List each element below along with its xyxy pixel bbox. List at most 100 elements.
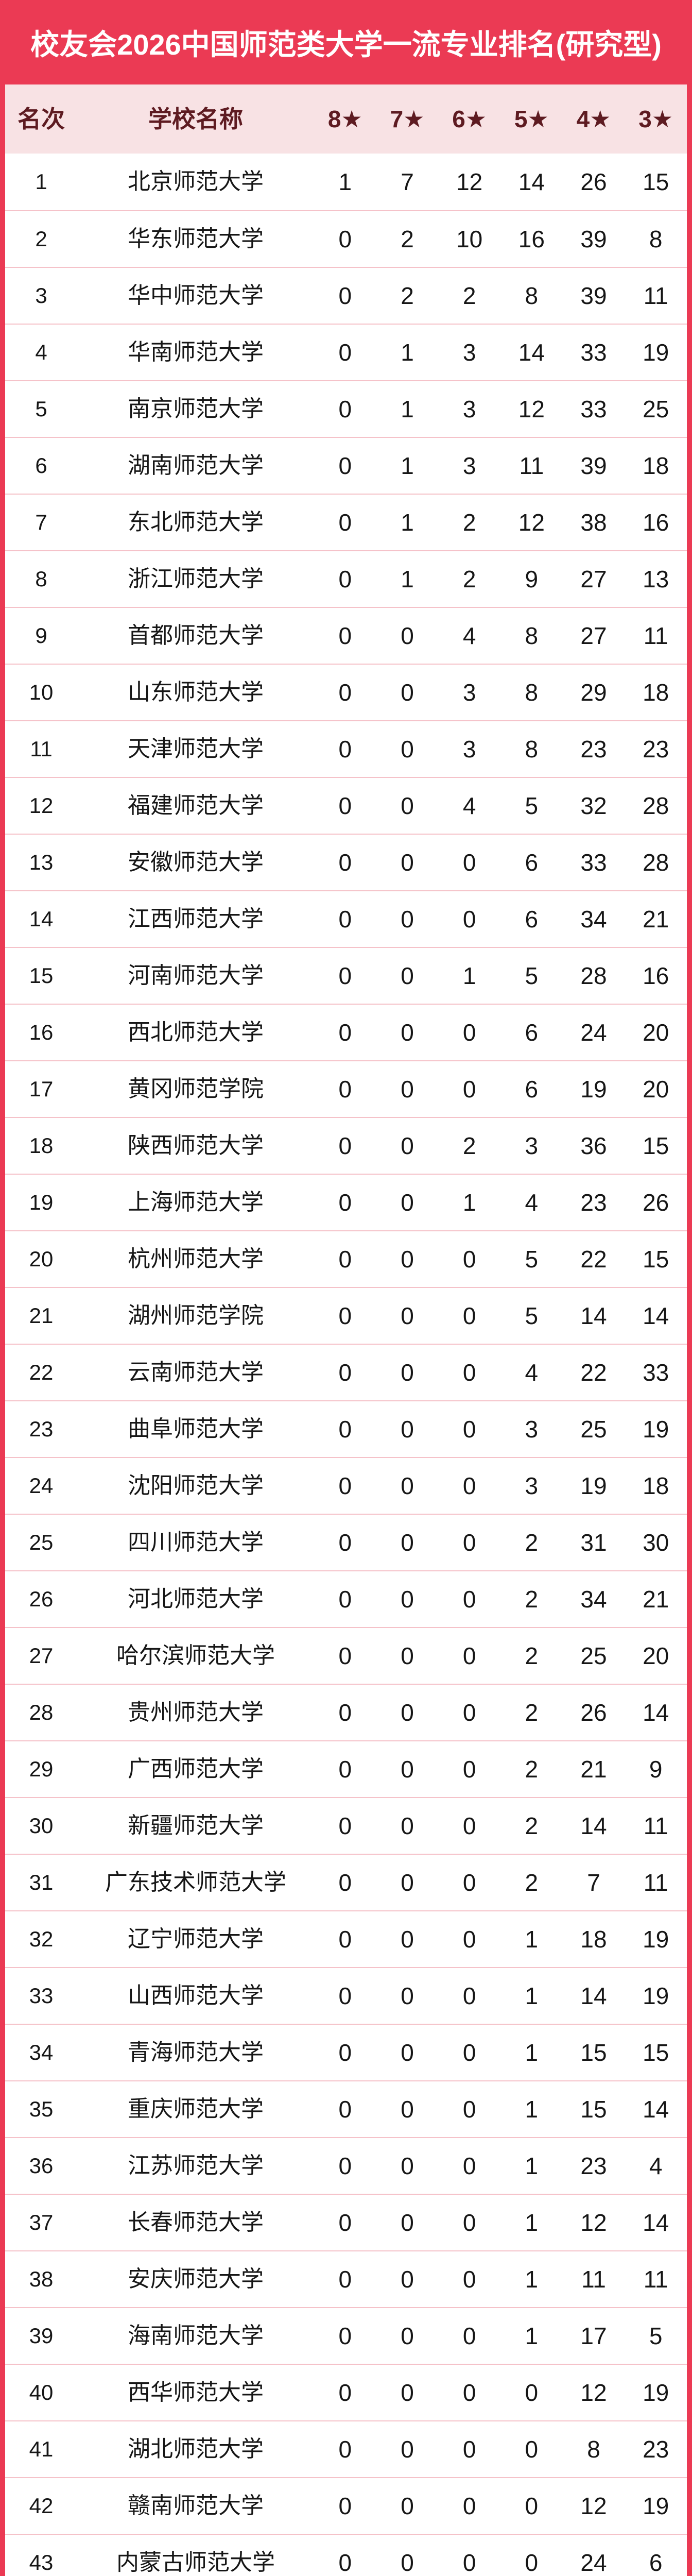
4-star-count-cell: 31 [580,1529,607,1556]
3-star-count-cell: 19 [643,1925,669,1953]
school-name-cell: 安徽师范大学 [128,849,264,875]
6-star-count-cell: 0 [462,1472,476,1499]
table-row: 18 陕西师范大学 0 0 2 3 36 15 [5,1117,687,1174]
table-row: 1 北京师范大学 1 7 12 14 26 15 [5,154,687,210]
school-name-cell: 湖南师范大学 [128,452,264,478]
5-star-count-cell: 3 [525,1472,539,1499]
rank-cell: 17 [29,1076,54,1101]
8-star-count-cell: 0 [338,509,352,536]
3-star-count-cell: 15 [643,2039,669,2066]
rank-cell: 35 [29,2096,54,2121]
5-star-count-cell: 5 [525,792,539,819]
4-star-count-cell: 39 [580,452,607,479]
8-star-count-cell: 0 [338,622,352,649]
school-name-cell: 哈尔滨师范大学 [116,1642,275,1668]
rank-cell: 1 [35,169,47,194]
rank-cell: 41 [29,2436,54,2461]
school-name-cell: 广东技术师范大学 [105,1869,286,1895]
school-name-cell: 华中师范大学 [128,282,264,308]
school-name-cell: 安庆师范大学 [128,2266,264,2292]
5-star-count-cell: 2 [525,1529,539,1556]
7-star-count-cell: 0 [401,1359,414,1386]
6-star-count-cell: 0 [462,1585,476,1613]
6-star-count-cell: 0 [462,1019,476,1046]
school-name-cell: 陕西师范大学 [128,1132,264,1158]
rank-cell: 28 [29,1700,54,1724]
table-row: 11 天津师范大学 0 0 3 8 23 23 [5,720,687,777]
5-star-count-cell: 0 [525,2379,539,2406]
4-star-count-cell: 14 [580,1812,607,1839]
6-star-count-cell: 0 [462,2095,476,2123]
8-star-count-cell: 0 [338,225,352,252]
4-star-count-cell: 34 [580,905,607,933]
8-star-count-cell: 0 [338,735,352,762]
4-star-count-cell: 15 [580,2095,607,2123]
table-row: 43 内蒙古师范大学 0 0 0 0 24 6 [5,2534,687,2576]
4-star-count-cell: 38 [580,509,607,536]
rank-cell: 18 [29,1133,54,1158]
school-name-cell: 首都师范大学 [128,622,264,648]
8-star-count-cell: 0 [338,338,352,366]
table-row: 32 辽宁师范大学 0 0 0 1 18 19 [5,1910,687,1967]
4-star-count-cell: 23 [580,2152,607,2179]
table-row: 35 重庆师范大学 0 0 0 1 15 14 [5,2080,687,2137]
rank-cell: 24 [29,1473,54,1498]
7-star-count-cell: 0 [401,2095,414,2123]
3-star-count-cell: 28 [643,792,669,819]
8-star-count-cell: 0 [338,792,352,819]
7-star-count-cell: 1 [401,509,414,536]
7-star-count-cell: 0 [401,1075,414,1103]
5-star-count-cell: 2 [525,1699,539,1726]
4-star-count-cell: 36 [580,1132,607,1159]
rank-cell: 29 [29,1756,54,1781]
3-star-count-cell: 18 [643,679,669,706]
table-row: 30 新疆师范大学 0 0 0 2 14 11 [5,1797,687,1854]
4-star-count-cell: 23 [580,735,607,762]
7-star-count-cell: 0 [401,2492,414,2519]
3-star-count-cell: 20 [643,1019,669,1046]
rank-cell: 23 [29,1416,54,1441]
table-row: 6 湖南师范大学 0 1 3 11 39 18 [5,437,687,494]
school-name-cell: 杭州师范大学 [128,1246,264,1272]
4-star-count-cell: 12 [580,2492,607,2519]
school-name-cell: 内蒙古师范大学 [116,2549,275,2575]
7-star-count-cell: 0 [401,1755,414,1783]
3-star-count-cell: 14 [643,1699,669,1726]
4-star-count-cell: 14 [580,1982,607,2009]
4-star-count-cell: 33 [580,395,607,422]
school-name-cell: 曲阜师范大学 [128,1416,264,1442]
4-star-count-cell: 19 [580,1472,607,1499]
6-star-count-cell: 1 [462,962,476,989]
4-star-count-cell: 12 [580,2379,607,2406]
5-star-count-cell: 12 [518,395,545,422]
3-star-count-cell: 11 [643,1869,668,1896]
3-star-count-cell: 20 [643,1075,669,1103]
5-star-count-cell: 5 [525,962,539,989]
3-star-count-cell: 23 [643,2435,669,2463]
3-star-count-cell: 8 [649,225,663,252]
table-row: 15 河南师范大学 0 0 1 5 28 16 [5,947,687,1004]
3-star-count-cell: 15 [643,1245,669,1273]
6-star-count-cell: 0 [462,1075,476,1103]
column-header-8-star: 8★ [327,105,362,132]
rank-cell: 12 [29,793,54,818]
rank-cell: 10 [29,680,54,704]
table-row: 40 西华师范大学 0 0 0 0 12 19 [5,2364,687,2420]
4-star-count-cell: 27 [580,565,607,592]
8-star-count-cell: 0 [338,565,352,592]
5-star-count-cell: 16 [518,225,545,252]
table-row: 26 河北师范大学 0 0 0 2 34 21 [5,1570,687,1627]
4-star-count-cell: 26 [580,1699,607,1726]
6-star-count-cell: 0 [462,1529,476,1556]
school-name-cell: 云南师范大学 [128,1359,264,1385]
school-name-cell: 东北师范大学 [128,509,264,535]
school-name-cell: 南京师范大学 [128,396,264,421]
8-star-count-cell: 1 [338,168,352,195]
table-header-row: 名次 学校名称 8★ 7★ 6★ 5★ 4★ 3★ [5,84,687,154]
table-row: 25 四川师范大学 0 0 0 2 31 30 [5,1514,687,1570]
rank-cell: 27 [29,1643,54,1668]
7-star-count-cell: 0 [401,1642,414,1669]
school-name-cell: 华东师范大学 [128,226,264,251]
7-star-count-cell: 0 [401,1245,414,1273]
8-star-count-cell: 0 [338,2549,352,2576]
